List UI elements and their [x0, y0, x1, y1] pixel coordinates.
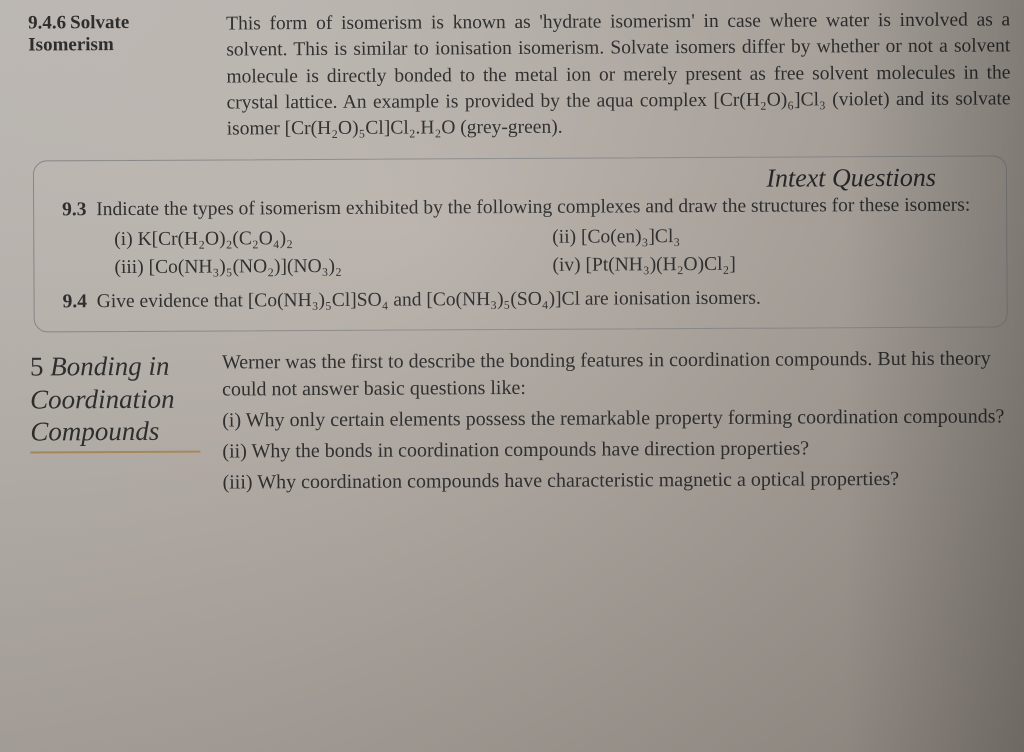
question-text: Indicate the types of isomerism exhibite…	[96, 194, 970, 220]
question-number: 9.4	[63, 291, 87, 312]
question-9-4: 9.4 Give evidence that [Co(NH₃)₅Cl]SO₄ a…	[63, 284, 991, 315]
option-iii: (iii) [Co(NH₃)₅(NO₂)](NO₃)₂	[114, 255, 552, 279]
bonding-item-ii: (ii) Why the bonds in coordination compo…	[266, 435, 1012, 466]
question-number: 9.3	[62, 199, 86, 220]
chapter-number: 5	[30, 352, 44, 382]
section-solvate: 9.4.6 Solvate Isomerism This form of iso…	[28, 7, 1011, 144]
question-9-3: 9.3 Indicate the types of isomerism exhi…	[62, 192, 990, 223]
option-iv: (iv) [Pt(NH₃)(H₂O)Cl₂]	[552, 252, 990, 276]
bonding-body: Werner was the first to describe the bon…	[222, 346, 1013, 497]
question-9-3-options: (i) K[Cr(H₂O)₂(C₂O₄)₂ (ii) [Co(en)₃]Cl₃ …	[62, 224, 990, 279]
section-number: 9.4.6	[28, 12, 66, 33]
question-text: Give evidence that [Co(NH₃)₅Cl]SO₄ and […	[97, 288, 761, 312]
option-ii: (ii) [Co(en)₃]Cl₃	[552, 224, 990, 248]
bonding-item-i: (i) Why only certain elements possess th…	[266, 404, 1012, 435]
textbook-page: 9.4.6 Solvate Isomerism This form of iso…	[0, 0, 1024, 752]
intext-label: Intext Questions	[766, 162, 936, 193]
option-i: (i) K[Cr(H₂O)₂(C₂O₄)₂	[114, 227, 552, 251]
bonding-heading: 5 Bonding in Coordination Compounds	[30, 350, 201, 454]
section-body: This form of isomerism is known as 'hydr…	[226, 7, 1011, 143]
section-heading: 9.4.6 Solvate Isomerism	[28, 12, 199, 144]
intext-questions-box: Intext Questions 9.3 Indicate the types …	[33, 155, 1008, 333]
bonding-title-text: Bonding in Coordination Compounds	[30, 351, 175, 447]
bonding-intro: Werner was the first to describe the bon…	[222, 346, 1012, 404]
bonding-item-iii: (iii) Why coordination compounds have ch…	[266, 466, 1012, 497]
section-bonding: 5 Bonding in Coordination Compounds Wern…	[30, 346, 1013, 498]
bonding-question-list: (i) Why only certain elements possess th…	[222, 404, 1012, 497]
